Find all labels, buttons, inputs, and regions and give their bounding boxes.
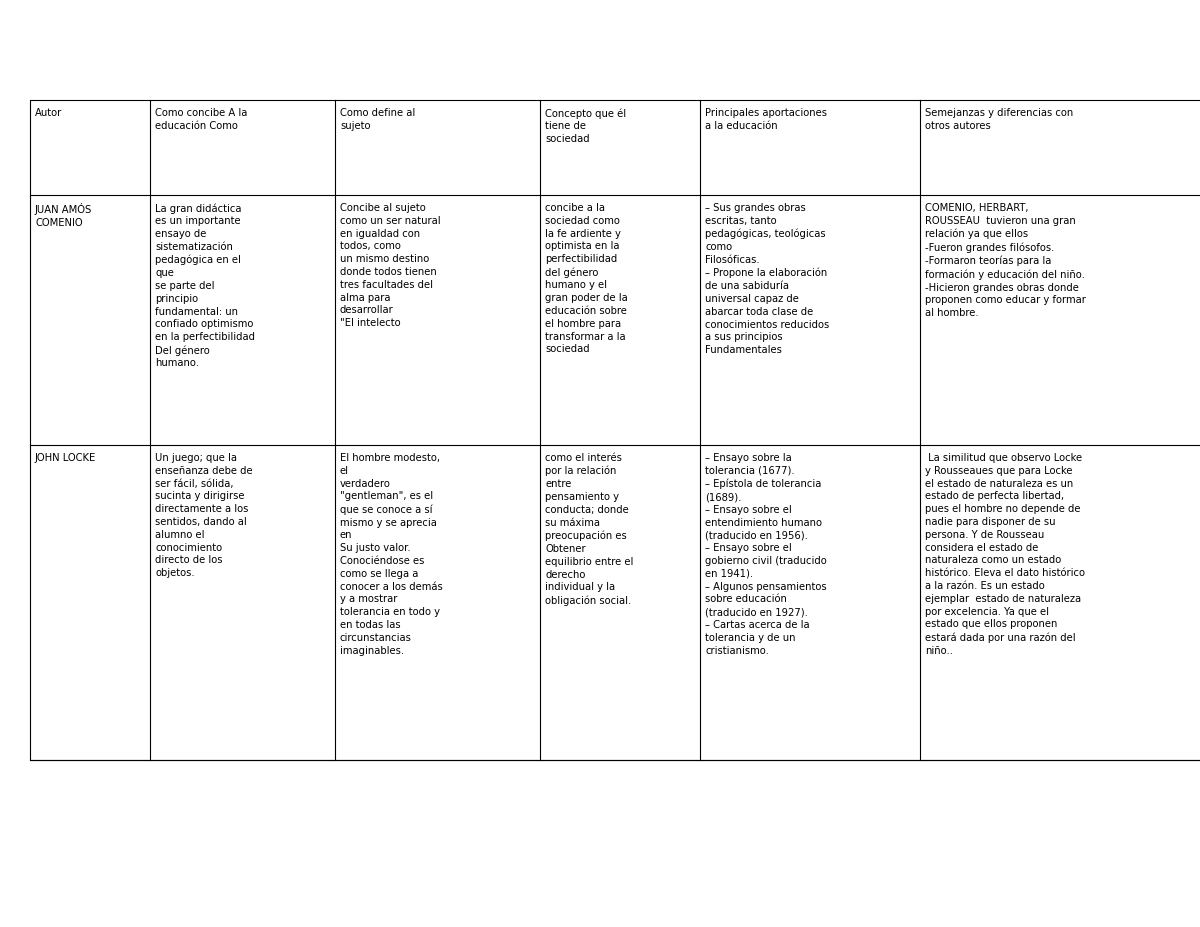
- Text: como el interés
por la relación
entre
pensamiento y
conducta; donde
su máxima
pr: como el interés por la relación entre pe…: [545, 453, 634, 606]
- Text: Un juego; que la
enseñanza debe de
ser fácil, sólida,
sucinta y dirigirse
direct: Un juego; que la enseñanza debe de ser f…: [155, 453, 253, 578]
- Text: La gran didáctica
es un importante
ensayo de
sistematización
pedagógica en el
qu: La gran didáctica es un importante ensay…: [155, 203, 256, 368]
- Text: Semejanzas y diferencias con
otros autores: Semejanzas y diferencias con otros autor…: [925, 108, 1073, 131]
- Text: Autor: Autor: [35, 108, 62, 118]
- Text: Concepto que él
tiene de
sociedad: Concepto que él tiene de sociedad: [545, 108, 626, 144]
- Text: Como define al
sujeto: Como define al sujeto: [340, 108, 415, 131]
- Text: – Ensayo sobre la
tolerancia (1677).
– Epístola de tolerancia
(1689).
– Ensayo s: – Ensayo sobre la tolerancia (1677). – E…: [706, 453, 827, 655]
- Text: COMENIO, HERBART,
ROUSSEAU  tuvieron una gran
relación ya que ellos
-Fueron gran: COMENIO, HERBART, ROUSSEAU tuvieron una …: [925, 203, 1086, 318]
- Text: JOHN LOCKE: JOHN LOCKE: [35, 453, 96, 463]
- Text: concibe a la
sociedad como
la fe ardiente y
optimista en la
perfectibilidad
del : concibe a la sociedad como la fe ardient…: [545, 203, 628, 354]
- Text: – Sus grandes obras
escritas, tanto
pedagógicas, teológicas
como
Filosóficas.
– : – Sus grandes obras escritas, tanto peda…: [706, 203, 829, 355]
- Bar: [30, 100, 1200, 760]
- Text: La similitud que observo Locke
y Rousseaues que para Locke
el estado de naturale: La similitud que observo Locke y Roussea…: [925, 453, 1085, 655]
- Text: Principales aportaciones
a la educación: Principales aportaciones a la educación: [706, 108, 827, 131]
- Text: El hombre modesto,
el
verdadero
"gentleman", es el
que se conoce a sí
mismo y se: El hombre modesto, el verdadero "gentlem…: [340, 453, 443, 655]
- Text: Como concibe A la
educación Como: Como concibe A la educación Como: [155, 108, 247, 131]
- Text: JUAN AMÓS
COMENIO: JUAN AMÓS COMENIO: [35, 203, 92, 228]
- Text: Concibe al sujeto
como un ser natural
en igualdad con
todos, como
un mismo desti: Concibe al sujeto como un ser natural en…: [340, 203, 440, 328]
